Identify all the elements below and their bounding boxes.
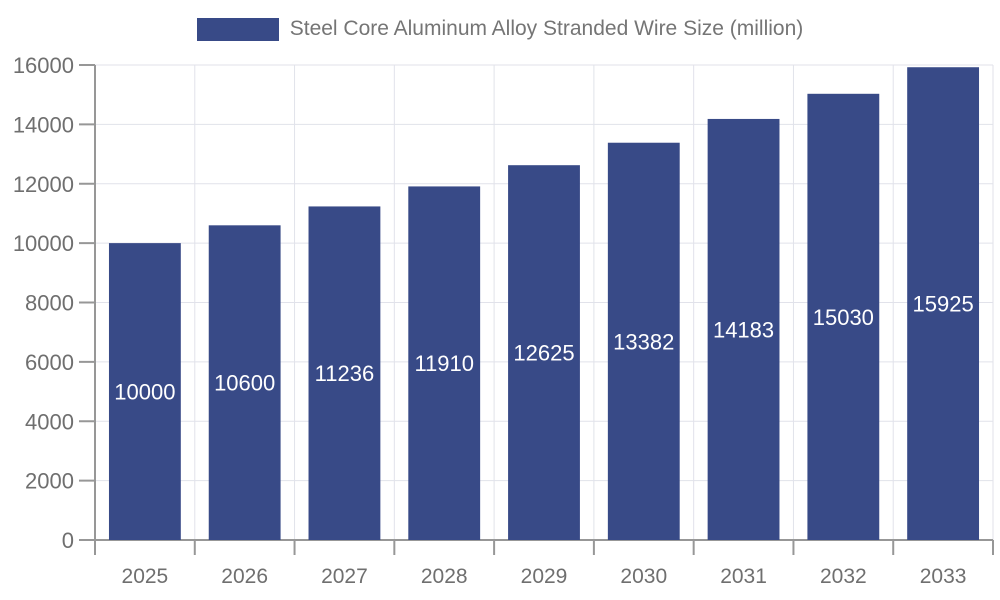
bar <box>108 243 181 540</box>
x-tick-label: 2029 <box>521 565 568 588</box>
y-tick-label: 14000 <box>13 112 74 137</box>
bar-value-label: 13382 <box>613 329 674 354</box>
y-tick-label: 10000 <box>13 231 74 256</box>
legend-label: Steel Core Aluminum Alloy Stranded Wire … <box>289 17 804 40</box>
y-tick-label: 16000 <box>13 53 74 78</box>
y-tick-label: 8000 <box>25 291 74 316</box>
bar <box>907 67 980 540</box>
y-tick-label: 6000 <box>25 350 74 375</box>
x-tick-label: 2030 <box>620 565 667 588</box>
bar <box>408 186 481 540</box>
x-tick-label: 2028 <box>421 565 468 588</box>
bar-value-label: 11910 <box>414 351 474 376</box>
bar-value-label: 15925 <box>913 292 974 317</box>
bar <box>707 118 780 540</box>
x-tick-label: 2025 <box>122 565 169 588</box>
x-tick-label: 2033 <box>920 565 967 588</box>
x-tick-label: 2027 <box>321 565 368 588</box>
bar <box>508 165 580 540</box>
y-tick-label: 0 <box>62 528 74 553</box>
bar <box>208 225 281 540</box>
y-tick-label: 12000 <box>13 172 74 197</box>
bar-value-label: 11236 <box>315 361 375 386</box>
bar <box>607 142 680 541</box>
legend-item[interactable]: Steel Core Aluminum Alloy Stranded Wire … <box>0 17 1000 41</box>
x-tick-label: 2026 <box>221 565 268 588</box>
bar-value-label: 12625 <box>513 341 574 366</box>
bar <box>807 93 880 540</box>
y-tick-label: 4000 <box>25 409 74 434</box>
bar <box>308 206 381 540</box>
bar-value-label: 10600 <box>214 371 275 396</box>
bar-value-label: 10000 <box>114 380 175 405</box>
x-tick-label: 2031 <box>720 565 767 588</box>
bar-value-label: 14183 <box>713 317 774 342</box>
y-tick-label: 2000 <box>25 469 74 494</box>
legend-swatch <box>196 17 279 41</box>
x-tick-label: 2032 <box>820 565 867 588</box>
bar-value-label: 15030 <box>813 305 874 330</box>
